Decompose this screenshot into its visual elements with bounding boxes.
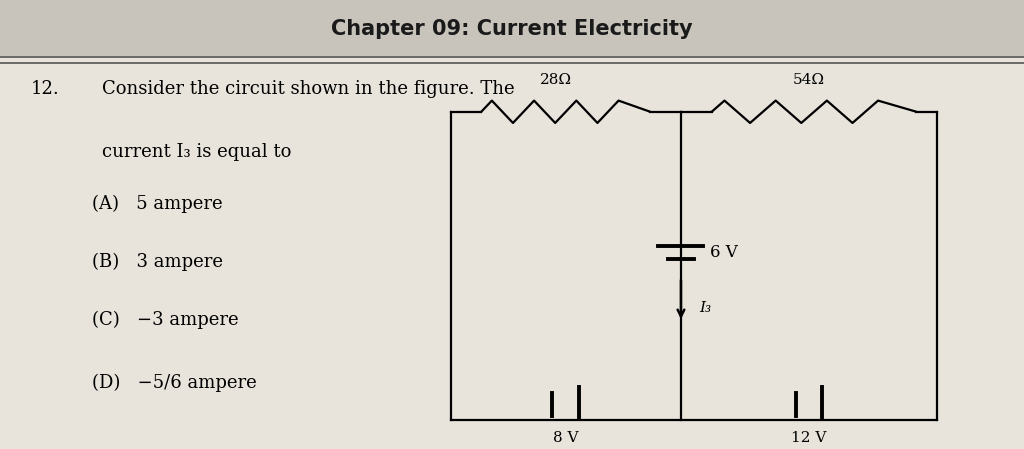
Text: current I₃ is equal to: current I₃ is equal to [102, 143, 292, 161]
Text: 54Ω: 54Ω [793, 73, 825, 87]
Text: 8 V: 8 V [553, 431, 579, 445]
Text: 28Ω: 28Ω [540, 73, 571, 87]
Text: Chapter 09: Current Electricity: Chapter 09: Current Electricity [331, 19, 693, 39]
Text: I₃: I₃ [699, 301, 712, 316]
Text: (B)   3 ampere: (B) 3 ampere [92, 253, 223, 271]
Text: 6 V: 6 V [710, 244, 737, 261]
Text: 12.: 12. [31, 80, 59, 98]
Text: 12 V: 12 V [792, 431, 826, 445]
Text: (D)   −5/6 ampere: (D) −5/6 ampere [92, 373, 257, 392]
Text: (A)   5 ampere: (A) 5 ampere [92, 194, 223, 213]
Text: (C)   −3 ampere: (C) −3 ampere [92, 311, 239, 329]
FancyBboxPatch shape [0, 0, 1024, 56]
Text: Consider the circuit shown in the figure. The: Consider the circuit shown in the figure… [102, 80, 515, 98]
